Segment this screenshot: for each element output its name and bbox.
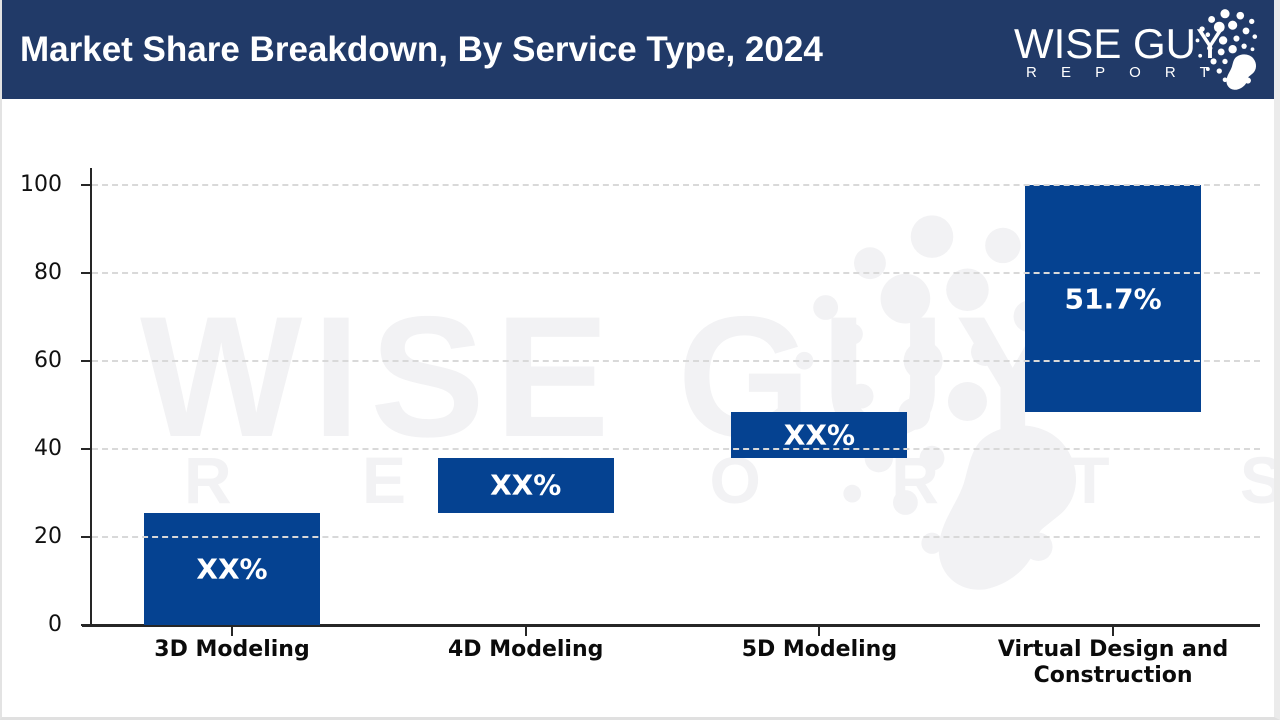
y-tick-label: 20 [34,524,62,549]
bar-value-label: XX% [196,552,268,586]
y-axis-tick [81,272,90,274]
x-axis-tick [231,627,233,636]
y-tick-label: 100 [20,172,62,197]
wise-guy-reports-logo: WISE GUY R E P O R T S [1014,6,1264,94]
bar-5d-modeling [731,412,908,458]
x-axis-tick [818,627,821,636]
waterfall-chart: XX% XX% XX% 51.7% 0 20 40 60 80 100 3D Modeling 4D… [2,99,1274,717]
gridline [92,448,1260,450]
y-axis-tick [81,184,90,186]
logo-wordmark: WISE GUY [1014,20,1225,67]
bar-value-label: XX% [783,418,856,452]
y-axis-tick [81,536,90,538]
gridline [92,272,1260,274]
gridline [92,184,1260,186]
x-axis-tick [524,627,527,636]
x-tick-label: 4D Modeling [447,637,604,662]
y-axis-tick [81,624,90,626]
bar-value-label: XX% [490,468,562,502]
watermark-reports-text: R E P O R T S [184,443,1280,517]
y-tick-label: 80 [34,260,62,285]
y-tick-label: 60 [34,348,62,373]
gridline [92,360,1260,362]
x-axis-tick [1112,627,1115,636]
y-axis-tick [81,448,90,450]
y-axis-line [90,168,92,627]
x-tick-label: 3D Modeling [154,637,310,662]
bar-4d-modeling [437,457,614,513]
x-tick-label: 5D Modeling [741,637,898,662]
gridline [92,536,1260,538]
logo-dotted-head-icon [1195,9,1258,90]
bar-value-label: 51.7% [1064,282,1162,316]
bar-3d-modeling [144,512,320,625]
y-axis-tick [81,360,90,362]
bar-virtual-design-and-construction [1025,185,1202,413]
page-title: Market Share Breakdown, By Service Type,… [20,30,823,69]
logo-reports-text: R E P O R T S [1026,64,1253,81]
y-tick-label: 40 [34,436,62,461]
x-axis-line [82,624,1260,627]
header-bar: Market Share Breakdown, By Service Type,… [2,0,1274,99]
y-tick-label: 0 [48,612,62,637]
x-tick-label: Virtual Design and Construction [997,637,1229,688]
